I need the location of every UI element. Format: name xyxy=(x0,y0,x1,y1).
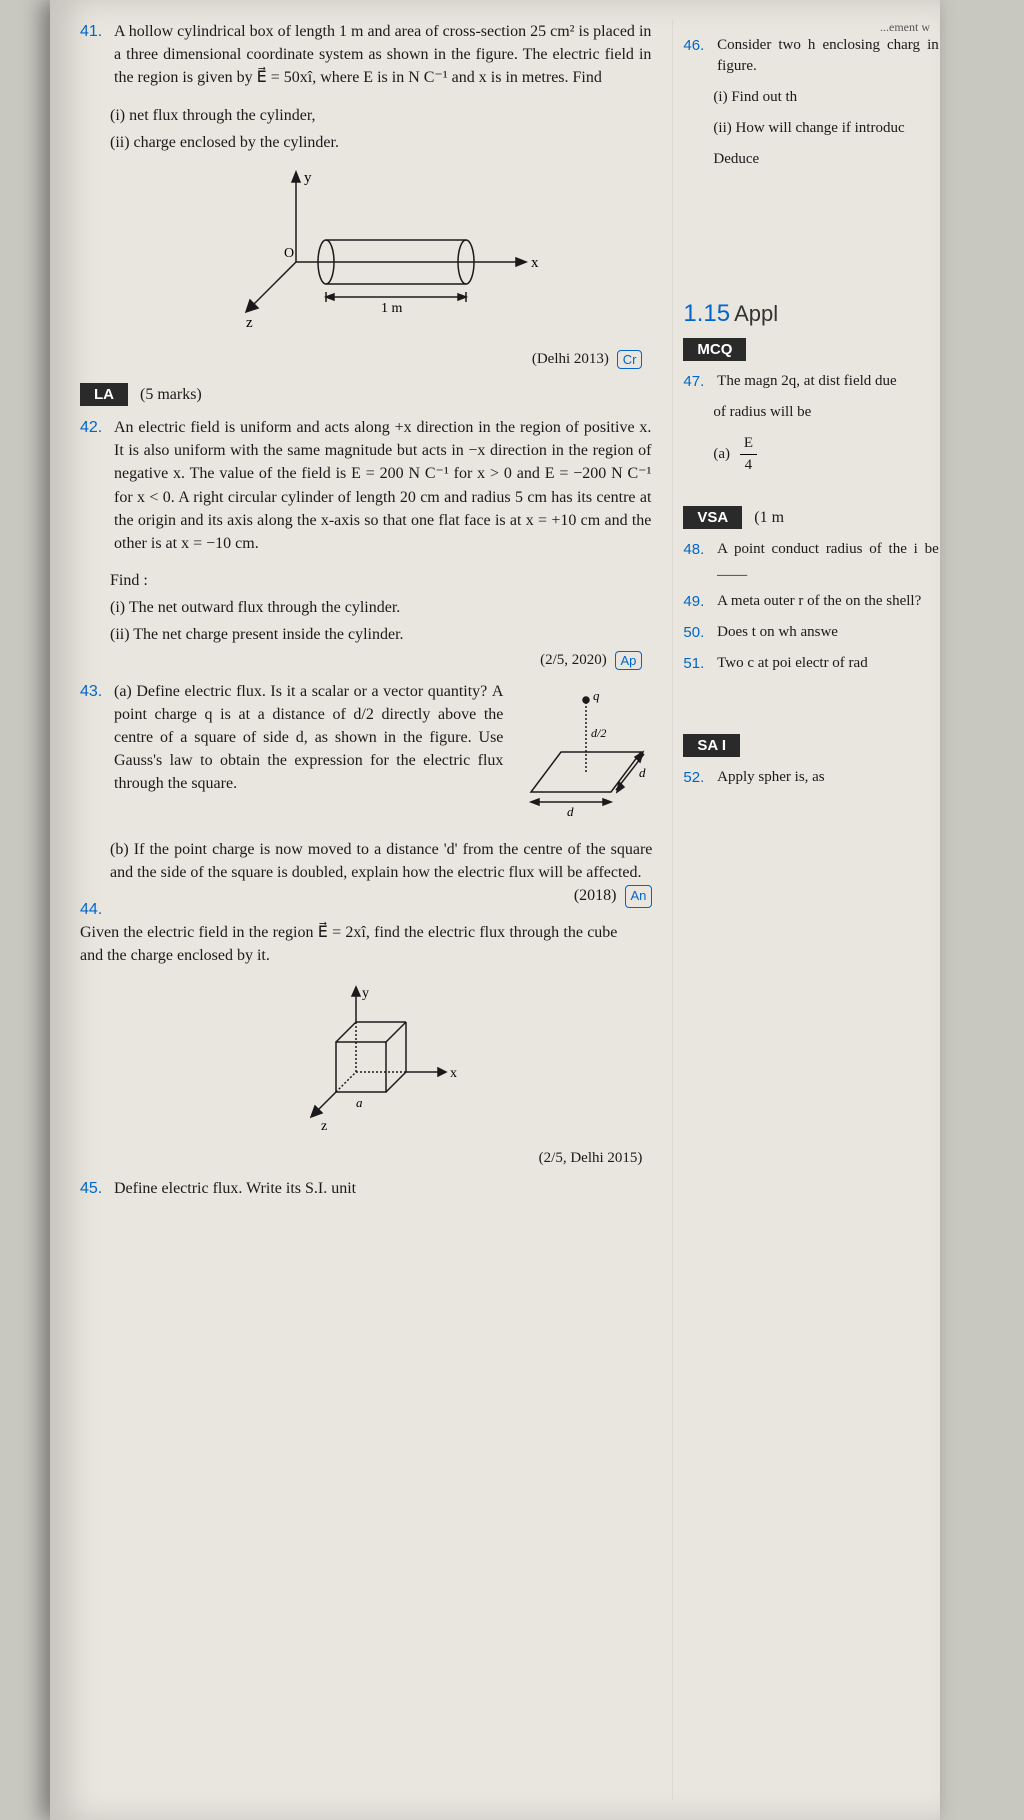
sai-section: SA I xyxy=(683,734,940,757)
vsa-section: VSA (1 m xyxy=(683,506,940,529)
question-50: 50. Does t on wh answe xyxy=(683,622,940,643)
figure-cube-axes: y x z a xyxy=(266,982,466,1142)
section-115: 1.15 Appl xyxy=(683,300,940,328)
figure-cylinder-axes: y x z O 1 m xyxy=(176,162,556,342)
section-115-num: 1.15 xyxy=(683,300,730,327)
q48-number: 48. xyxy=(683,539,713,560)
figure-square-charge: q d/2 d d xyxy=(511,682,651,822)
question-47: 47. The magn 2q, at dist field due xyxy=(683,371,940,392)
q51-number: 51. xyxy=(683,653,713,674)
q41-number: 41. xyxy=(80,20,110,43)
q43-part-a: (a) Define electric flux. Is it a scalar… xyxy=(114,683,487,700)
fig43-q-label: q xyxy=(593,688,600,703)
question-41: 41. A hollow cylindrical box of length 1… xyxy=(80,20,652,90)
q41-body: A hollow cylindrical box of length 1 m a… xyxy=(114,20,651,90)
fig44-y-label: y xyxy=(362,986,369,1001)
q44-reference: (2/5, Delhi 2015) xyxy=(80,1150,652,1167)
fig41-1m-label: 1 m xyxy=(381,301,403,316)
q46-part-ii: (ii) How will change if introduc xyxy=(683,118,940,139)
q43-part-b: (b) If the point charge is now moved to … xyxy=(110,841,652,881)
fig43-d-label: d xyxy=(639,765,646,780)
spacer-1 xyxy=(683,180,940,300)
question-51: 51. Two c at poi electr of rad xyxy=(683,653,940,674)
question-42: 42. An electric field is uniform and act… xyxy=(80,416,652,555)
la-marks: (5 marks) xyxy=(140,386,202,403)
q41-part-ii: (ii) charge enclosed by the cylinder. xyxy=(80,131,652,154)
q48-body: A point conduct radius of the i be ____ xyxy=(717,539,939,581)
fig43-d2-label: d/2 xyxy=(591,726,606,740)
q46-body: Consider two h enclosing charg in figure… xyxy=(717,35,939,77)
question-45: 45. Define electric flux. Write its S.I.… xyxy=(80,1177,652,1200)
fig41-z-label: z xyxy=(246,315,253,331)
fig44-x-label: x xyxy=(450,1066,457,1081)
header-partial: ...ement w xyxy=(683,20,940,35)
q46-number: 46. xyxy=(683,35,713,56)
question-43: 43. (a) Define electric flux. Is it a sc… xyxy=(80,680,652,824)
q42-badge: Ap xyxy=(615,651,643,670)
q42-body: An electric field is uniform and acts al… xyxy=(114,416,651,555)
fig44-z-label: z xyxy=(321,1119,327,1134)
fig41-x-label: x xyxy=(531,255,539,271)
q43-number: 43. xyxy=(80,680,110,703)
q43-part-b-wrap: (b) If the point charge is now moved to … xyxy=(80,838,652,884)
question-46: 46. Consider two h enclosing charg in fi… xyxy=(683,35,940,77)
q45-body: Define electric flux. Write its S.I. uni… xyxy=(114,1177,651,1200)
q43-ref-wrap: (2018) An xyxy=(574,884,653,908)
q41-part-i: (i) net flux through the cylinder, xyxy=(80,104,652,127)
q47-fraction: E 4 xyxy=(740,433,757,476)
q44-body: Given the electric field in the region E… xyxy=(80,921,617,967)
q42-ref-text: (2/5, 2020) xyxy=(540,652,607,668)
q50-number: 50. xyxy=(683,622,713,643)
q41-ref-text: (Delhi 2013) xyxy=(532,351,609,367)
q42-number: 42. xyxy=(80,416,110,439)
q52-number: 52. xyxy=(683,767,713,788)
q47-body: The magn 2q, at dist field due xyxy=(717,371,939,392)
q42-find: Find : xyxy=(80,569,652,592)
fig41-y-label: y xyxy=(304,170,312,186)
q42-reference: (2/5, 2020) Ap xyxy=(80,651,652,670)
mcq-section: MCQ xyxy=(683,338,940,361)
q51-body: Two c at poi electr of rad xyxy=(717,653,939,674)
q43-badge: An xyxy=(625,885,653,908)
fig43-d-bottom-label: d xyxy=(567,804,574,819)
q52-body: Apply spher is, as xyxy=(717,767,939,788)
mcq-tag: MCQ xyxy=(683,338,746,361)
spacer-3 xyxy=(683,684,940,734)
q49-number: 49. xyxy=(683,591,713,612)
la-tag: LA xyxy=(80,383,128,406)
q41-reference: (Delhi 2013) Cr xyxy=(80,350,652,369)
spacer-2 xyxy=(683,486,940,506)
q45-number: 45. xyxy=(80,1177,110,1200)
page: 41. A hollow cylindrical box of length 1… xyxy=(50,0,940,1820)
q46-part-i: (i) Find out th xyxy=(683,87,940,108)
q42-part-i: (i) The net outward flux through the cyl… xyxy=(80,596,652,619)
section-la: LA (5 marks) xyxy=(80,383,652,406)
question-52: 52. Apply spher is, as xyxy=(683,767,940,788)
q47-opt-a-wrap: (a) E 4 xyxy=(683,433,940,476)
section-115-txt: Appl xyxy=(734,301,778,326)
left-column: 41. A hollow cylindrical box of length 1… xyxy=(80,20,672,1800)
q43-ref-text: (2018) xyxy=(574,887,617,904)
vsa-marks: (1 m xyxy=(754,509,784,526)
q42-part-ii: (ii) The net charge present inside the c… xyxy=(80,623,652,646)
question-49: 49. A meta outer r of the on the shell? xyxy=(683,591,940,612)
vsa-tag: VSA xyxy=(683,506,742,529)
question-48: 48. A point conduct radius of the i be _… xyxy=(683,539,940,581)
q41-badge: Cr xyxy=(617,350,643,369)
fig41-o-label: O xyxy=(284,246,294,261)
right-column: ...ement w 46. Consider two h enclosing … xyxy=(672,20,940,1800)
q47-body2: of radius will be xyxy=(683,402,940,423)
q49-body: A meta outer r of the on the shell? xyxy=(717,591,939,612)
q46-deduce: Deduce xyxy=(683,149,940,170)
q47-opt-a: (a) xyxy=(713,446,730,462)
q43-body: (a) Define electric flux. Is it a scalar… xyxy=(114,680,651,824)
fig44-a-label: a xyxy=(356,1095,363,1110)
q47-number: 47. xyxy=(683,371,713,392)
question-44: 44. Given the electric field in the regi… xyxy=(80,898,652,968)
q50-body: Does t on wh answe xyxy=(717,622,939,643)
sai-tag: SA I xyxy=(683,734,740,757)
q44-number: 44. xyxy=(80,898,110,921)
